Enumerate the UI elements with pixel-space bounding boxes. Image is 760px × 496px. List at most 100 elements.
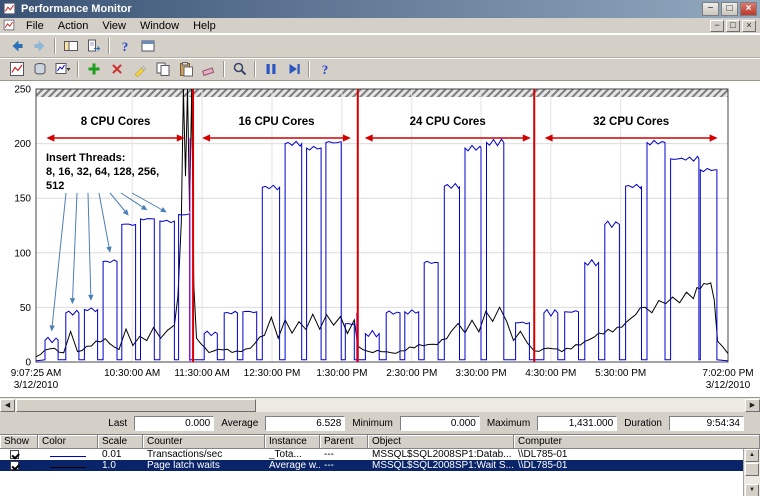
close-button[interactable]: × — [740, 2, 757, 16]
forward-button[interactable] — [28, 36, 51, 57]
change-graph-type-button[interactable] — [51, 59, 74, 80]
performance-toolbar: ? — [0, 57, 760, 80]
legend-column-scale[interactable]: Scale — [98, 435, 143, 449]
toolbar-separator — [108, 38, 110, 54]
clear-display-button[interactable] — [197, 59, 220, 80]
view-log-data-button[interactable] — [28, 59, 51, 80]
scale-cell: 1.0 — [102, 460, 116, 471]
menu-window[interactable]: Window — [139, 19, 180, 32]
menu-help[interactable]: Help — [193, 19, 216, 32]
delete-counter-button[interactable] — [105, 59, 128, 80]
legend-scroll-up-button[interactable]: ▲ — [745, 449, 759, 462]
mdi-close-button[interactable]: × — [742, 19, 756, 32]
y-tick-label: 100 — [14, 248, 31, 259]
legend-column-show[interactable]: Show — [0, 435, 38, 449]
legend-column-parent[interactable]: Parent — [320, 435, 368, 449]
copy-icon — [156, 62, 169, 76]
toolbar-separator — [254, 61, 256, 77]
computer-cell: \\DL785-01 — [518, 460, 568, 471]
legend-column-instance[interactable]: Instance — [265, 435, 320, 449]
export-list-icon — [87, 39, 100, 52]
console-tree-icon — [63, 41, 78, 51]
insert-threads-label: 8, 16, 32, 64, 128, 256, — [46, 166, 159, 178]
mdi-window-buttons: − □ × — [710, 19, 756, 32]
freeze-display-button[interactable] — [259, 59, 282, 80]
cpu-phase-label: 24 CPU Cores — [410, 116, 486, 128]
x-tick-label: 3:30:00 PM — [455, 368, 506, 379]
view-current-activity-button[interactable] — [5, 59, 28, 80]
zoom-button[interactable] — [228, 59, 251, 80]
y-tick-label: 0 — [25, 358, 31, 369]
titlebar[interactable]: Performance Monitor − □ × — [0, 0, 760, 18]
performance-chart: 8 CPU Cores 16 CPU Cores 24 CPU Cores 32 CP… — [11, 85, 754, 392]
x-tick-label: 2:30:00 PM — [386, 368, 437, 379]
toolbar-separator — [308, 61, 310, 77]
stat-maximum-label: Maximum — [486, 417, 531, 429]
counter-row[interactable]: 1.0 Page latch waits Average w... --- MSSQL$… — [0, 460, 760, 471]
transactions-series-line — [35, 138, 729, 362]
help-button[interactable]: ? — [113, 36, 136, 57]
legend-column-counter[interactable]: Counter — [143, 435, 265, 449]
stat-last-value: 0.000 — [134, 415, 215, 431]
add-counter-button[interactable] — [82, 59, 105, 80]
legend-scroll-down-button[interactable]: ▼ — [745, 484, 759, 496]
copy-properties-button[interactable] — [151, 59, 174, 80]
mdi-minimize-button[interactable]: − — [710, 19, 724, 32]
help-button-graph[interactable]: ? — [313, 59, 336, 80]
stat-last-label: Last — [108, 417, 128, 429]
show-cell — [0, 449, 38, 460]
menu-view[interactable]: View — [102, 19, 126, 32]
menu-file[interactable]: File — [26, 19, 44, 32]
step-icon — [289, 64, 300, 74]
color-cell — [38, 460, 98, 471]
computer-cell: \\DL785-01 — [518, 449, 568, 460]
export-list-button[interactable] — [82, 36, 105, 57]
back-button[interactable] — [5, 36, 28, 57]
toolbar-separator — [77, 61, 79, 77]
counter-row[interactable]: 0.01 Transactions/sec _Tota... --- MSSQL$SQL… — [0, 449, 760, 460]
window-icon — [141, 40, 154, 52]
chart-h-scrollbar[interactable]: ◀ ▶ — [0, 397, 760, 413]
legend-scroll-thumb[interactable] — [745, 463, 759, 476]
plot-border — [35, 88, 729, 363]
insert-threads-arrow — [120, 192, 143, 208]
mdi-restore-button[interactable]: □ — [726, 19, 740, 32]
show-checkbox[interactable] — [10, 461, 19, 470]
highlight-button[interactable] — [128, 59, 151, 80]
stat-minimum-value: 0.000 — [399, 415, 480, 431]
paste-counter-list-button[interactable] — [174, 59, 197, 80]
update-data-button[interactable] — [282, 59, 305, 80]
cpu-phase-label: 32 CPU Cores — [593, 116, 669, 128]
plus-icon — [88, 63, 99, 75]
y-tick-label: 200 — [14, 139, 31, 150]
maximize-button[interactable]: □ — [721, 2, 738, 16]
scroll-right-button[interactable]: ▶ — [745, 399, 760, 412]
h-scroll-thumb[interactable] — [16, 399, 256, 412]
insert-threads-arrow — [131, 192, 162, 210]
y-tick-label: 250 — [14, 85, 31, 96]
legend-column-color[interactable]: Color — [38, 435, 98, 449]
parent-cell: --- — [324, 460, 334, 471]
legend-rows: 0.01 Transactions/sec _Tota... --- MSSQL$SQL… — [0, 449, 760, 471]
mdi-system-icon[interactable] — [3, 19, 16, 32]
paste-icon — [179, 62, 193, 77]
menu-action[interactable]: Action — [57, 19, 89, 32]
scroll-left-button[interactable]: ◀ — [0, 399, 15, 412]
show-hide-console-tree-button[interactable] — [59, 36, 82, 57]
show-checkbox[interactable] — [10, 450, 19, 459]
insert-threads-arrow — [109, 192, 126, 212]
instance-cell: _Tota... — [269, 449, 302, 460]
minimize-button[interactable]: − — [702, 2, 719, 16]
legend-v-scrollbar[interactable]: ▲ ▼ — [743, 449, 760, 496]
svg-text:?: ? — [121, 39, 128, 54]
arrow-right-icon — [34, 40, 44, 52]
insert-threads-arrow — [51, 192, 67, 326]
legend-column-computer[interactable]: Computer — [514, 435, 760, 449]
insert-threads-label: 512 — [46, 180, 64, 192]
y-tick-label: 150 — [14, 194, 31, 205]
legend-column-object[interactable]: Object — [368, 435, 514, 449]
new-window-button[interactable] — [136, 36, 159, 57]
color-sample — [50, 467, 86, 468]
end-date-label: 3/12/2010 — [706, 380, 751, 391]
